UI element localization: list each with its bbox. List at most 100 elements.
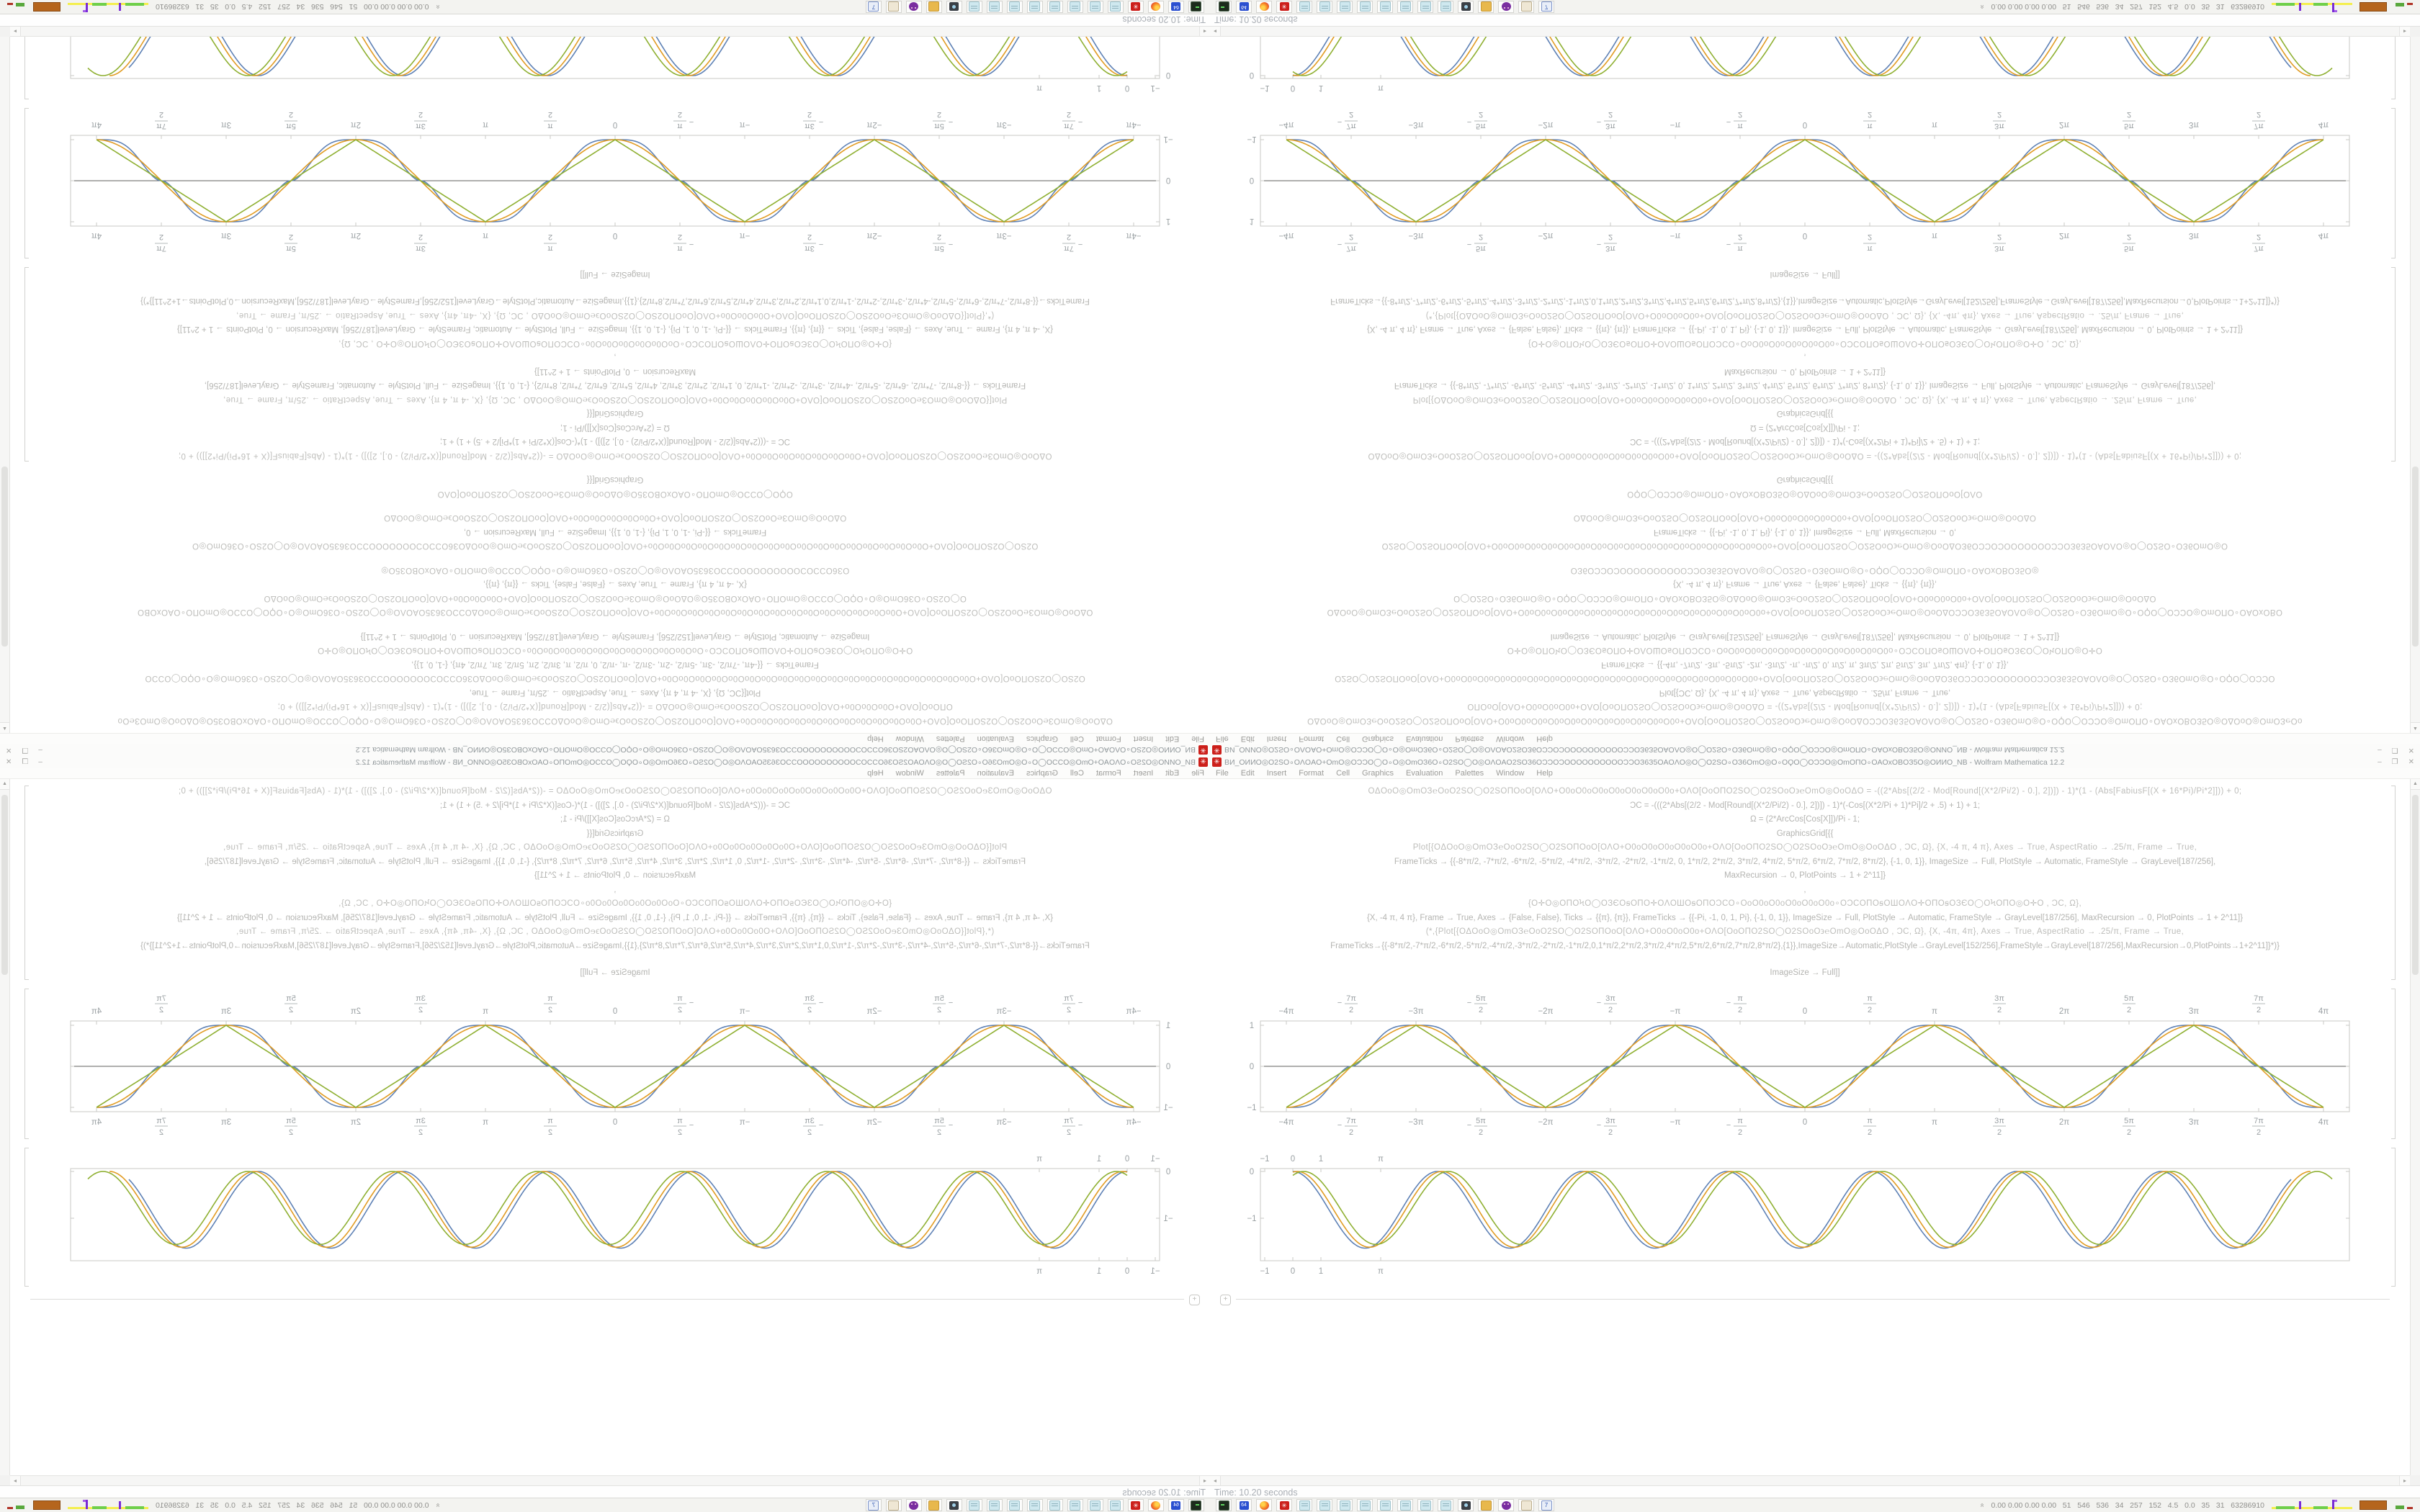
note-launcher-button[interactable] [967, 1499, 982, 1511]
firefox-launcher-button[interactable] [1148, 1499, 1164, 1511]
vertical-scrollbar-thumb[interactable] [1, 467, 8, 647]
note-launcher-button[interactable] [1027, 1, 1043, 13]
camera-launcher-button[interactable] [1458, 1499, 1474, 1511]
menu-evaluation[interactable]: Evaluation [1406, 769, 1443, 778]
code-line[interactable]: ƆC = -(((2*Abs[(2/2 - Mod[Round[(X*2/Pi/… [1629, 801, 1981, 810]
menu-window[interactable]: Window [895, 734, 924, 743]
code-line[interactable]: (*,{Plot[{OΔOoO◎OmOЗ℮OoO2SO◯O2SOΠOoO[OΛO… [236, 927, 995, 936]
code-line[interactable]: OΔOoO◎OmOЗ℮OoO2SO◯O2SOΠOoO[OΛO+O0oO0oO0o… [1368, 787, 2242, 796]
code-line[interactable]: O◯O2SO∘OЗ6OmO◎O∘OϘO◯OϽϽO◎OmOПO∘OАOхOВOЗ5… [1453, 594, 2156, 603]
mathematica-launcher-button[interactable]: ✳ [1276, 1499, 1292, 1511]
earlier-code-cells[interactable]: OΔOoO◎OmOЗ℮OoO2SO◯O2SOΠOoO[OΛO+O0oO0oO0o… [20, 462, 1210, 727]
scroll-left-arrow-icon[interactable]: ◂ [1210, 27, 1221, 36]
code-line[interactable]: OЗ6OϽϽOϽOOOOOOOOOOϽϽOЗ6З5OАOΛO◎O◯O2SO∘OЗ… [380, 566, 850, 575]
menu-format[interactable]: Format [1095, 769, 1121, 778]
code-line[interactable]: MaxRecursion → 0, PlotPoints → 1 + 2^11]… [1724, 367, 1886, 376]
input-code-cell[interactable]: OΔOoO◎OmOЗ℮OoO2SO◯O2SOΠOoO[OΛO+O0oO0oO0o… [1210, 785, 2400, 981]
code-line[interactable]: Ω = (2*ArcCos[Cos[X]])/Pi - 1; [1749, 815, 1860, 824]
code-line[interactable]: {X, -4 π, 4 π}, Frame → True, Axes → {Fa… [483, 580, 748, 589]
menu-window[interactable]: Window [1496, 734, 1525, 743]
code-line[interactable]: OΠOoO[OΛO+O0oO0oO0o+OΛO[OoOΠO2SO◯O2SOoO϶… [277, 702, 953, 711]
scroll-up-arrow-icon[interactable]: ▲ [0, 779, 9, 790]
mathematica-launcher-button[interactable]: ✳ [1128, 1, 1144, 13]
window-titlebar[interactable]: ✳ ВИ_ОИИО◎O2SO∘OΛOАO+OmO◎OϽϽO◯O∘O◎OmOЗ6O… [1210, 744, 2420, 756]
code-line[interactable]: OΔOoO◎OmOЗ℮OoO2SO◯O2SOΠOoO[OΛO+O0oO0oO0o… [383, 513, 847, 523]
terminal-launcher-button[interactable] [1216, 1, 1232, 13]
scroll-up-arrow-icon[interactable]: ▲ [2411, 722, 2420, 733]
input-code-cell[interactable]: OΔOoO◎OmOЗ℮OoO2SO◯O2SOΠOoO[OΛO+O0oO0oO0o… [20, 785, 1210, 981]
tray-expander-icon[interactable]: » [434, 4, 442, 9]
scroll-right-arrow-icon[interactable]: ▸ [2399, 27, 2410, 36]
code-line[interactable]: OΔOoO◎OmOЗ℮OoO2SO◯O2SOΠOoO[OΛO+O0oO0oO0o… [1573, 513, 2037, 523]
minimize-button[interactable]: – [2378, 758, 2382, 766]
code-line[interactable]: MaxRecursion → 0, PlotPoints → 1 + 2^11]… [534, 367, 696, 376]
owl-launcher-button[interactable] [1498, 1499, 1514, 1511]
code-line[interactable]: OΔOoO◎OmOЗ℮OoO2SO◯O2SOΠOoO[OΛO+O0oO0oO0o… [178, 451, 1052, 460]
folder-launcher-button[interactable] [926, 1499, 942, 1511]
scroll-right-arrow-icon[interactable]: ▸ [10, 1476, 21, 1485]
code-line[interactable]: FrameTicks→{{-8*π/2,-7*π/2,-6*π/2,-5*π/2… [140, 941, 1090, 950]
code-line[interactable]: {X, -4 π, 4 π}, Frame → True, Axes → {Fa… [1366, 325, 2244, 334]
maximize-button[interactable]: ❐ [22, 746, 29, 754]
menu-graphics[interactable]: Graphics [1026, 769, 1058, 778]
menu-window[interactable]: Window [895, 769, 924, 778]
note-launcher-button[interactable] [1357, 1, 1373, 13]
blueapp-launcher-button[interactable]: 7 [1538, 1, 1554, 13]
code-line[interactable]: , [614, 885, 617, 894]
scroll-right-arrow-icon[interactable]: ▸ [2399, 1476, 2410, 1485]
code-line[interactable]: GraphicsGrid[{{ [1776, 409, 1834, 418]
note-launcher-button[interactable] [1377, 1, 1393, 13]
code-line[interactable]: ImageSize → Full]] [580, 270, 650, 279]
window-titlebar[interactable]: ✳ ВИ_ОИИО◎O2SO∘OΛOАO+OmO◎OϽϽO◯O∘O◎OmOЗ6O… [0, 744, 1210, 756]
code-line[interactable]: {X, -4 π, 4 π}, Frame → True, Axes → {Fa… [1672, 580, 1937, 589]
code-line[interactable] [1210, 619, 2400, 629]
tray-expander-icon[interactable]: » [434, 1503, 442, 1508]
code-line[interactable]: GraphicsGrid[{{ [1776, 829, 1834, 838]
earlier-code-cells[interactable]: OΔOoO◎OmOЗ℮OoO2SO◯O2SOΠOoO[OΛO+O0oO0oO0o… [1210, 462, 2400, 727]
code-line[interactable]: O✛O◎OΠOϞO◯OЗЄOꞩOΠO✛OΛOШOꞩOΠOƆCO∘OoO0oO0o… [1507, 646, 2103, 655]
maximize-button[interactable]: ❐ [2391, 746, 2398, 754]
code-line[interactable]: {X, -4 π, 4 π}, Frame → True, Axes → {Fa… [1366, 913, 2244, 922]
blueapp-launcher-button[interactable]: 7 [866, 1, 882, 13]
network-applet[interactable] [2394, 3, 2416, 12]
firefox-launcher-button[interactable] [1256, 1, 1272, 13]
menu-file[interactable]: File [1216, 734, 1229, 743]
note-launcher-button[interactable] [1317, 1, 1332, 13]
code-line[interactable]: ImageSize → Full]] [1770, 270, 1840, 279]
terminal-launcher-button[interactable] [1188, 1, 1204, 13]
menu-cell[interactable]: Cell [1070, 769, 1084, 778]
menu-evaluation[interactable]: Evaluation [977, 734, 1014, 743]
notebook-area[interactable]: OΔOoO◎OmOЗ℮OoO2SO◯O2SOΠOoO[OΛO+O0oO0oO0o… [1210, 37, 2400, 733]
code-line[interactable]: ImageSize → Full]] [580, 968, 650, 977]
vertical-scrollbar[interactable]: ▲ [0, 779, 10, 1475]
menu-palettes[interactable]: Palettes [936, 734, 965, 743]
code-line[interactable]: Plot[{OΔOoO◎OmOЗ℮OoO2SO◯O2SOΠOoO[OΛO+O0o… [1412, 395, 2197, 404]
menu-graphics[interactable]: Graphics [1362, 769, 1394, 778]
note-launcher-button[interactable] [1397, 1499, 1413, 1511]
notebook-area[interactable]: OΔOoO◎OmOЗ℮OoO2SO◯O2SOΠOoO[OΛO+O0oO0oO0o… [1210, 779, 2400, 1475]
vertical-scrollbar[interactable]: ▲ [2410, 37, 2420, 733]
code-line[interactable]: {O✛O◎OΠOϞO◯OЗЄOꞩOΠO✛OΛOШOꞩOΠOƆCO∘OoO0oO0… [338, 339, 892, 348]
code-line[interactable]: OϘO◯OϽϽO◎OmOПO∘OАOхOВOЗ5O◎OΔOoO◎OmOЗ℮OoO… [437, 490, 793, 498]
minimize-button[interactable]: – [2378, 746, 2382, 754]
input-code-cell[interactable]: OΔOoO◎OmOЗ℮OoO2SO◯O2SOΠOoO[OΛO+O0oO0oO0o… [1210, 267, 2400, 463]
note-launcher-button[interactable] [967, 1, 982, 13]
code-line[interactable]: ƆC = -(((2*Abs[(2/2 - Mod[Round[(X*2/Pi/… [1629, 437, 1981, 446]
menu-format[interactable]: Format [1299, 769, 1325, 778]
code-line[interactable]: , [1803, 885, 1806, 894]
owl-launcher-button[interactable] [1498, 1, 1514, 13]
scroll-launcher-button[interactable] [1518, 1499, 1534, 1511]
menu-file[interactable]: File [1191, 769, 1204, 778]
menu-edit[interactable]: Edit [1165, 734, 1180, 743]
cpu-history-graph-applet[interactable] [68, 1, 148, 12]
code-line[interactable]: ImageSize → Full]] [1770, 968, 1840, 977]
menu-cell[interactable]: Cell [1336, 734, 1350, 743]
horizontal-scrollbar[interactable]: ◂ ▸ [1210, 1475, 2410, 1485]
note-launcher-button[interactable] [1007, 1, 1023, 13]
code-line[interactable]: Plot[{ƆC, Ω}, {X, -4 π, 4 π}, Axes → Tru… [1659, 688, 1951, 697]
menu-insert[interactable]: Insert [1266, 734, 1287, 743]
floppy64-launcher-button[interactable]: 64 [1236, 1499, 1252, 1511]
menu-evaluation[interactable]: Evaluation [977, 769, 1014, 778]
window-titlebar[interactable]: ✳ ВИ_ОИИО◎O2SO∘OΛOАO+OmO◎OϽϽO◯O∘O◎OmOЗ6O… [1210, 756, 2420, 768]
code-line[interactable]: FrameTicks→{{-8*π/2,-7*π/2,-6*π/2,-5*π/2… [140, 297, 1090, 306]
